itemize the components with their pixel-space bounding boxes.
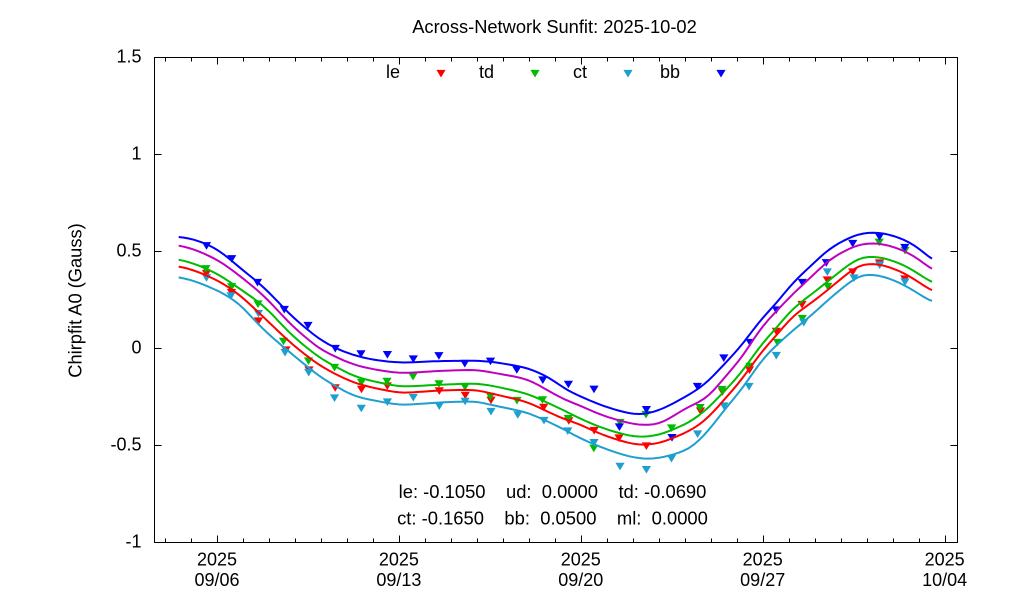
svg-text:09/20: 09/20 <box>558 570 603 590</box>
svg-text:le: -0.1050 ud: 0.0000: le: -0.1050 ud: 0.0000 td: -0.0690 <box>399 481 707 502</box>
svg-text:le: le <box>386 62 400 82</box>
svg-text:bb: bb <box>660 62 680 82</box>
svg-text:09/13: 09/13 <box>376 570 421 590</box>
svg-text:2025: 2025 <box>743 550 783 570</box>
svg-text:2025: 2025 <box>197 550 237 570</box>
svg-text:-1: -1 <box>125 532 141 552</box>
svg-text:0: 0 <box>131 338 141 358</box>
svg-text:2025: 2025 <box>561 550 601 570</box>
svg-text:Across-Network Sunfit: 2025-10: Across-Network Sunfit: 2025-10-02 <box>412 16 697 37</box>
svg-text:-0.5: -0.5 <box>110 435 141 455</box>
svg-text:ct: ct <box>573 62 587 82</box>
svg-text:2025: 2025 <box>379 550 419 570</box>
svg-text:ct: -0.1650 bb: 0.0500: ct: -0.1650 bb: 0.0500 ml: 0.0000 <box>397 508 708 529</box>
svg-text:td: td <box>479 62 494 82</box>
svg-text:10/04: 10/04 <box>922 570 967 590</box>
svg-text:0.5: 0.5 <box>116 241 141 261</box>
svg-text:2025: 2025 <box>925 550 965 570</box>
svg-text:Chirpfit A0 (Gauss): Chirpfit A0 (Gauss) <box>65 223 86 377</box>
svg-text:1: 1 <box>131 144 141 164</box>
svg-text:09/27: 09/27 <box>740 570 785 590</box>
svg-text:09/06: 09/06 <box>194 570 239 590</box>
svg-text:1.5: 1.5 <box>116 47 141 67</box>
